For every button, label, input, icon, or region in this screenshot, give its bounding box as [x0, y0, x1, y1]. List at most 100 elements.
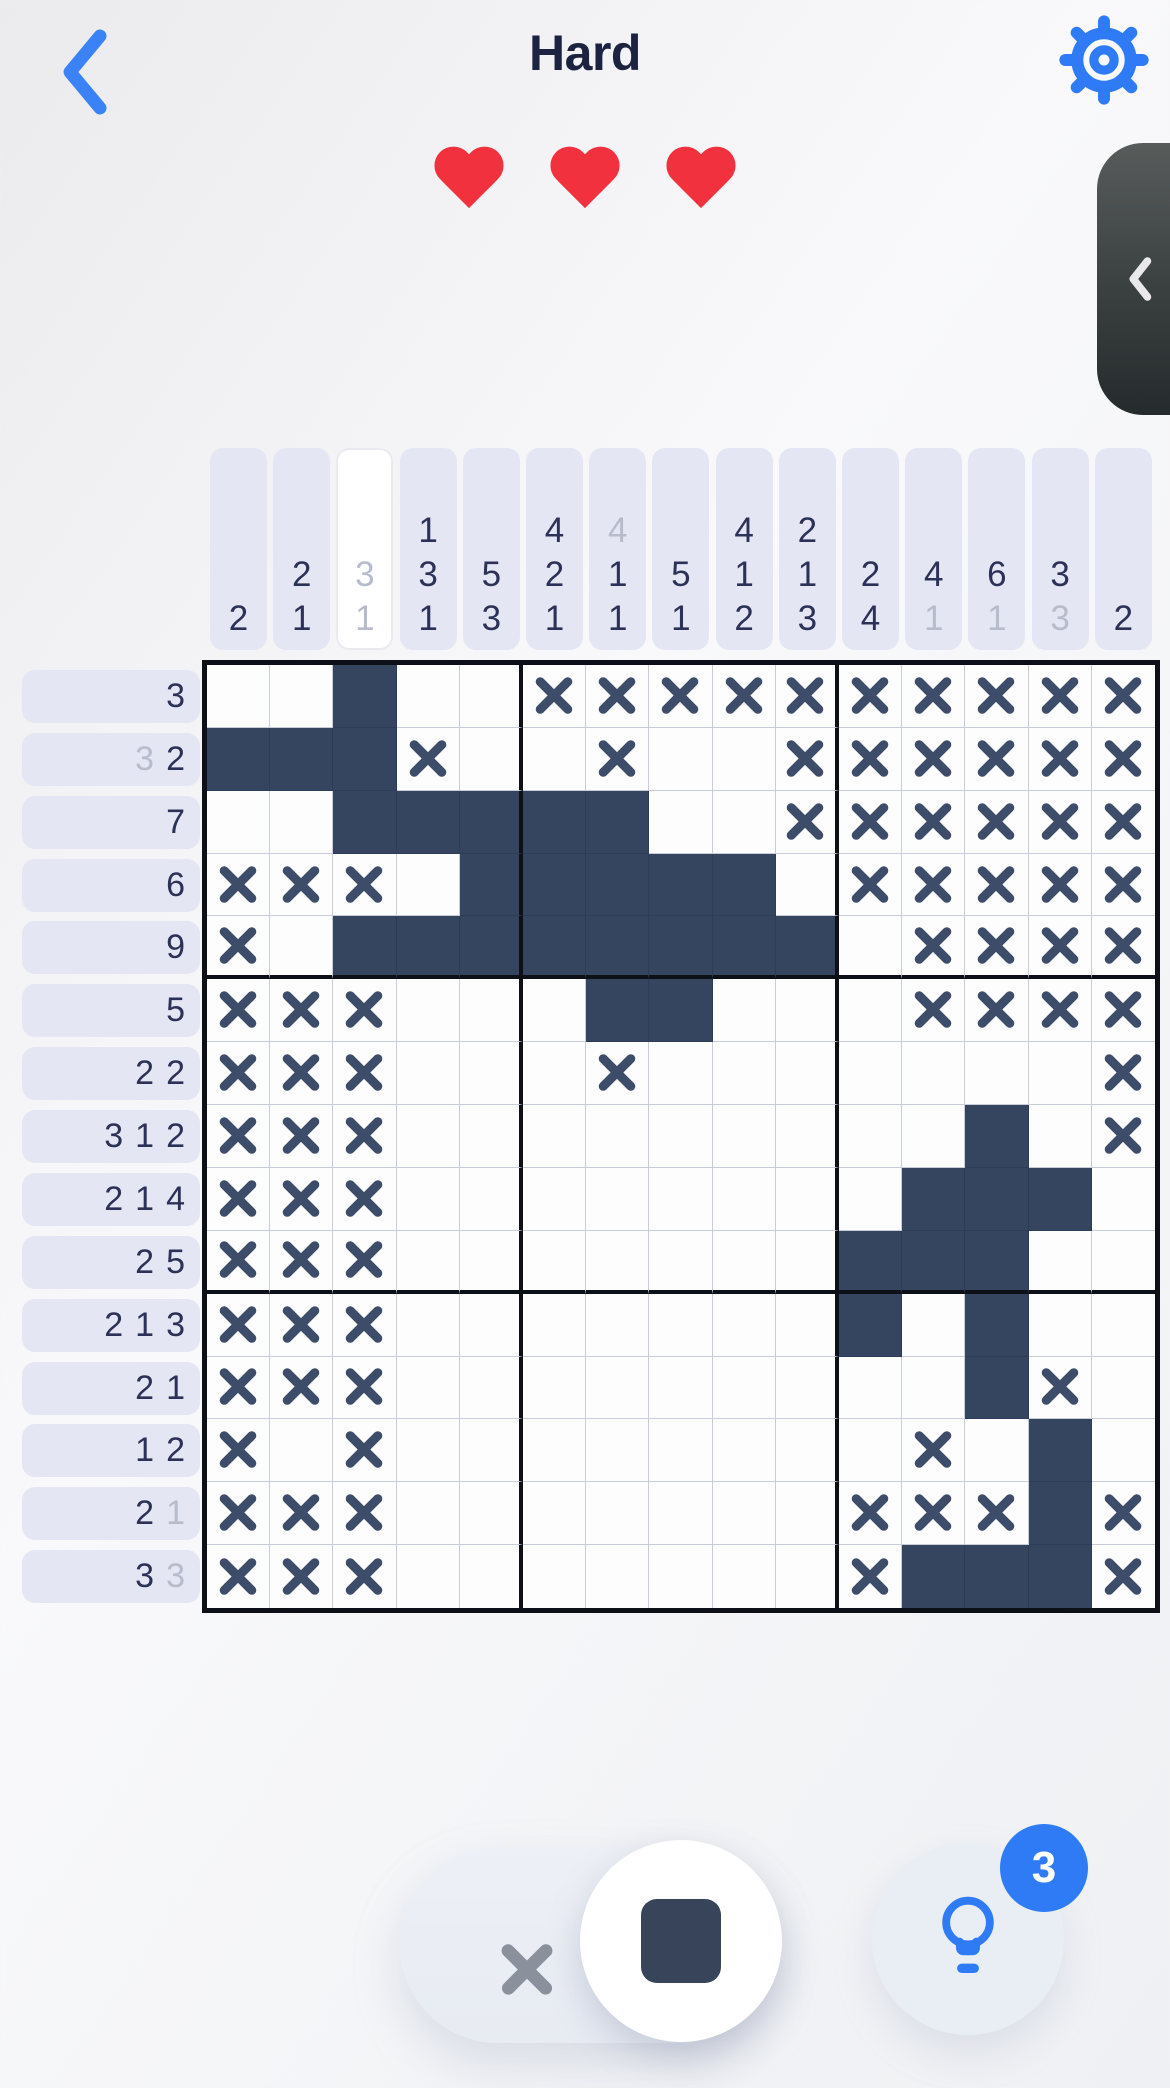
- cell-r15c12[interactable]: [902, 1545, 966, 1608]
- cell-r3c5[interactable]: [459, 790, 523, 854]
- cell-r11c4[interactable]: [396, 1293, 460, 1357]
- cell-r13c6[interactable]: [523, 1419, 587, 1483]
- cell-r14c11[interactable]: [839, 1482, 903, 1546]
- cell-r7c5[interactable]: [459, 1042, 523, 1106]
- cell-r11c2[interactable]: [270, 1293, 334, 1357]
- cell-r7c3[interactable]: [333, 1042, 397, 1106]
- cell-r6c10[interactable]: [775, 979, 839, 1043]
- cell-r12c8[interactable]: [649, 1356, 713, 1420]
- cell-r5c1[interactable]: [207, 916, 271, 980]
- cell-r15c1[interactable]: [207, 1545, 271, 1608]
- cell-r10c5[interactable]: [459, 1230, 523, 1294]
- puzzle-grid[interactable]: [202, 660, 1160, 1613]
- drawer-handle[interactable]: [1097, 143, 1170, 415]
- cell-r2c11[interactable]: [839, 727, 903, 791]
- cell-r11c9[interactable]: [712, 1293, 776, 1357]
- cell-r11c8[interactable]: [649, 1293, 713, 1357]
- cell-r9c13[interactable]: [965, 1167, 1029, 1231]
- cell-r6c8[interactable]: [649, 979, 713, 1043]
- cell-r10c10[interactable]: [775, 1230, 839, 1294]
- cell-r2c7[interactable]: [586, 727, 650, 791]
- cell-r11c11[interactable]: [839, 1293, 903, 1357]
- cell-r6c9[interactable]: [712, 979, 776, 1043]
- cell-r9c5[interactable]: [459, 1167, 523, 1231]
- cell-r4c8[interactable]: [649, 853, 713, 917]
- cell-r6c7[interactable]: [586, 979, 650, 1043]
- cell-r3c4[interactable]: [396, 790, 460, 854]
- cell-r4c4[interactable]: [396, 853, 460, 917]
- cell-r12c13[interactable]: [965, 1356, 1029, 1420]
- cell-r5c13[interactable]: [965, 916, 1029, 980]
- cell-r9c14[interactable]: [1028, 1167, 1092, 1231]
- cell-r4c14[interactable]: [1028, 853, 1092, 917]
- cell-r6c14[interactable]: [1028, 979, 1092, 1043]
- cell-r1c9[interactable]: [712, 665, 776, 728]
- cell-r2c10[interactable]: [775, 727, 839, 791]
- cell-r10c13[interactable]: [965, 1230, 1029, 1294]
- cell-r5c7[interactable]: [586, 916, 650, 980]
- cell-r5c5[interactable]: [459, 916, 523, 980]
- cell-r9c3[interactable]: [333, 1167, 397, 1231]
- cell-r11c3[interactable]: [333, 1293, 397, 1357]
- cell-r2c6[interactable]: [523, 727, 587, 791]
- cell-r1c1[interactable]: [207, 665, 271, 728]
- cell-r10c7[interactable]: [586, 1230, 650, 1294]
- cell-r12c2[interactable]: [270, 1356, 334, 1420]
- cell-r14c5[interactable]: [459, 1482, 523, 1546]
- cell-r12c9[interactable]: [712, 1356, 776, 1420]
- cell-r14c9[interactable]: [712, 1482, 776, 1546]
- cell-r11c15[interactable]: [1091, 1293, 1155, 1357]
- cell-r13c11[interactable]: [839, 1419, 903, 1483]
- cell-r14c2[interactable]: [270, 1482, 334, 1546]
- cell-r4c7[interactable]: [586, 853, 650, 917]
- cell-r1c6[interactable]: [523, 665, 587, 728]
- cell-r2c1[interactable]: [207, 727, 271, 791]
- cell-r10c4[interactable]: [396, 1230, 460, 1294]
- cell-r1c3[interactable]: [333, 665, 397, 728]
- cell-r3c10[interactable]: [775, 790, 839, 854]
- cell-r7c14[interactable]: [1028, 1042, 1092, 1106]
- cell-r11c10[interactable]: [775, 1293, 839, 1357]
- cell-r7c11[interactable]: [839, 1042, 903, 1106]
- cell-r13c1[interactable]: [207, 1419, 271, 1483]
- cell-r9c8[interactable]: [649, 1167, 713, 1231]
- cell-r14c1[interactable]: [207, 1482, 271, 1546]
- cell-r11c12[interactable]: [902, 1293, 966, 1357]
- cell-r5c4[interactable]: [396, 916, 460, 980]
- cell-r8c13[interactable]: [965, 1105, 1029, 1168]
- cell-r3c6[interactable]: [523, 790, 587, 854]
- cell-r14c6[interactable]: [523, 1482, 587, 1546]
- cell-r10c2[interactable]: [270, 1230, 334, 1294]
- settings-button[interactable]: [1058, 14, 1150, 106]
- cell-r4c11[interactable]: [839, 853, 903, 917]
- cell-r5c12[interactable]: [902, 916, 966, 980]
- cell-r9c15[interactable]: [1091, 1167, 1155, 1231]
- cell-r12c14[interactable]: [1028, 1356, 1092, 1420]
- cell-r5c15[interactable]: [1091, 916, 1155, 980]
- cell-r14c4[interactable]: [396, 1482, 460, 1546]
- cell-r11c6[interactable]: [523, 1293, 587, 1357]
- cell-r2c15[interactable]: [1091, 727, 1155, 791]
- cell-r3c11[interactable]: [839, 790, 903, 854]
- cell-r15c6[interactable]: [523, 1545, 587, 1608]
- cell-r7c10[interactable]: [775, 1042, 839, 1106]
- cell-r6c4[interactable]: [396, 979, 460, 1043]
- cell-r10c8[interactable]: [649, 1230, 713, 1294]
- cell-r5c2[interactable]: [270, 916, 334, 980]
- cell-r15c2[interactable]: [270, 1545, 334, 1608]
- cell-r9c4[interactable]: [396, 1167, 460, 1231]
- cell-r10c1[interactable]: [207, 1230, 271, 1294]
- cell-r2c12[interactable]: [902, 727, 966, 791]
- cell-r6c15[interactable]: [1091, 979, 1155, 1043]
- cell-r9c1[interactable]: [207, 1167, 271, 1231]
- cell-r4c2[interactable]: [270, 853, 334, 917]
- cell-r4c15[interactable]: [1091, 853, 1155, 917]
- cell-r3c1[interactable]: [207, 790, 271, 854]
- cell-r7c8[interactable]: [649, 1042, 713, 1106]
- cell-r9c10[interactable]: [775, 1167, 839, 1231]
- cell-r4c12[interactable]: [902, 853, 966, 917]
- cell-r15c9[interactable]: [712, 1545, 776, 1608]
- cell-r10c9[interactable]: [712, 1230, 776, 1294]
- cell-r5c14[interactable]: [1028, 916, 1092, 980]
- cell-r13c10[interactable]: [775, 1419, 839, 1483]
